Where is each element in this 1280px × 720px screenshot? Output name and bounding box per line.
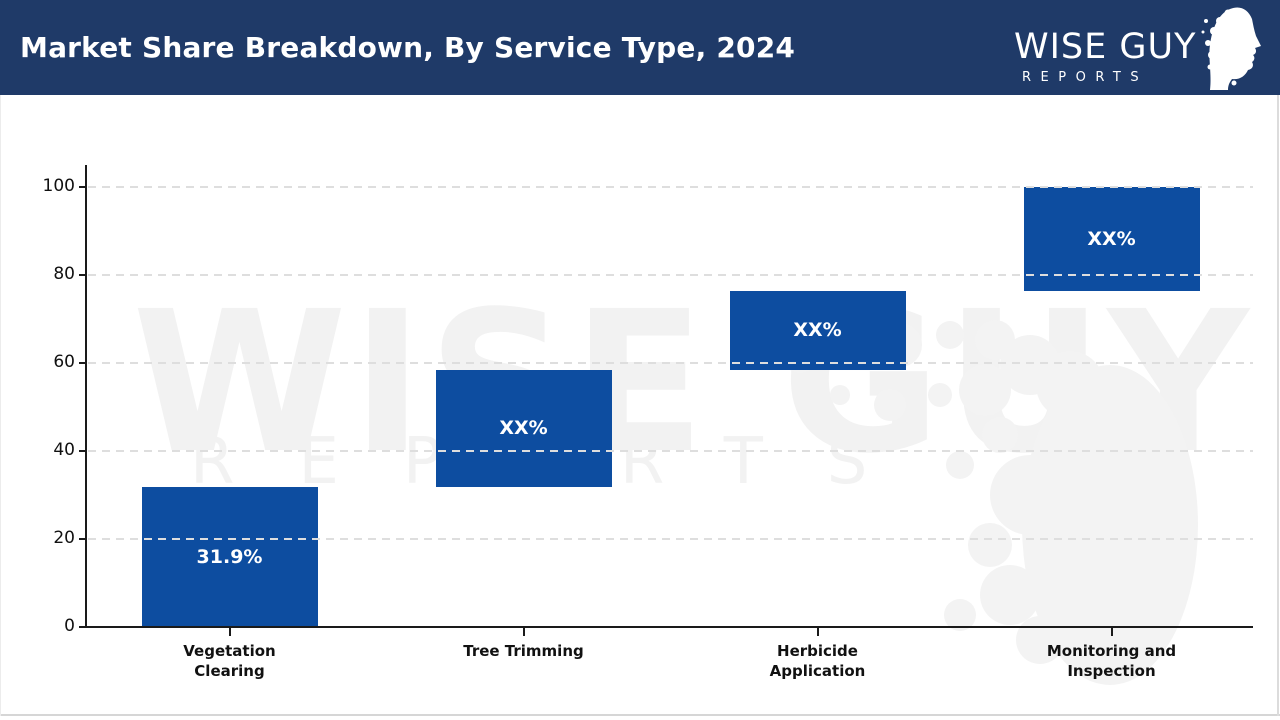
gridline-20 [88, 538, 1253, 540]
page-bottom-border [0, 714, 1280, 716]
y-tick-20 [79, 538, 87, 540]
y-tick-80 [79, 274, 87, 276]
header: Market Share Breakdown, By Service Type,… [0, 0, 1280, 95]
x-axis-line [85, 626, 1253, 628]
wiseguy-logo: WISE GUY REPORTS [1014, 5, 1266, 91]
gridline-100 [88, 186, 1253, 188]
y-tick-label-40: 40 [53, 440, 75, 460]
y-tick-label-100: 100 [42, 176, 75, 196]
chart-canvas: WISE GUY REPORTS 02040608010031.9%Vegeta… [0, 95, 1280, 720]
bar-value-label-1: XX% [499, 417, 548, 440]
y-tick-100 [79, 186, 87, 188]
wiseguy-logo-graphic: WISE GUY REPORTS [1014, 7, 1261, 91]
y-tick-label-80: 80 [53, 264, 75, 284]
gridline-40 [88, 450, 1253, 452]
bar-value-label-0: 31.9% [196, 545, 263, 568]
y-tick-40 [79, 450, 87, 452]
x-tick-3 [1110, 628, 1113, 636]
page-right-border [1277, 95, 1279, 716]
gridline-80 [88, 274, 1253, 276]
y-tick-0 [79, 626, 87, 628]
logo-reports-text: REPORTS [1022, 70, 1148, 85]
page-left-border [0, 95, 1, 716]
y-tick-60 [79, 362, 87, 364]
bar-value-label-2: XX% [793, 319, 842, 342]
y-tick-label-0: 0 [64, 616, 75, 636]
x-tick-0 [228, 628, 231, 636]
bar-0 [141, 486, 318, 627]
x-category-label-2: Herbicide Application [769, 642, 866, 681]
bar-value-label-3: XX% [1087, 227, 1136, 250]
chart-title: Market Share Breakdown, By Service Type,… [20, 31, 796, 64]
x-tick-2 [816, 628, 819, 636]
x-category-label-3: Monitoring and Inspection [1046, 642, 1177, 681]
x-category-label-0: Vegetation Clearing [183, 642, 276, 681]
bar-2 [729, 290, 906, 370]
logo-face-icon [1201, 7, 1261, 91]
gridline-60 [88, 362, 1253, 364]
y-tick-label-20: 20 [53, 528, 75, 548]
y-tick-label-60: 60 [53, 352, 75, 372]
watermark-face-icon [782, 320, 1198, 685]
bar-1 [435, 369, 612, 487]
logo-wiseguy-text: WISE GUY [1014, 27, 1197, 67]
x-tick-1 [522, 628, 525, 636]
x-category-label-1: Tree Trimming [463, 642, 584, 660]
y-axis-line [85, 165, 87, 628]
bar-3 [1023, 187, 1200, 291]
